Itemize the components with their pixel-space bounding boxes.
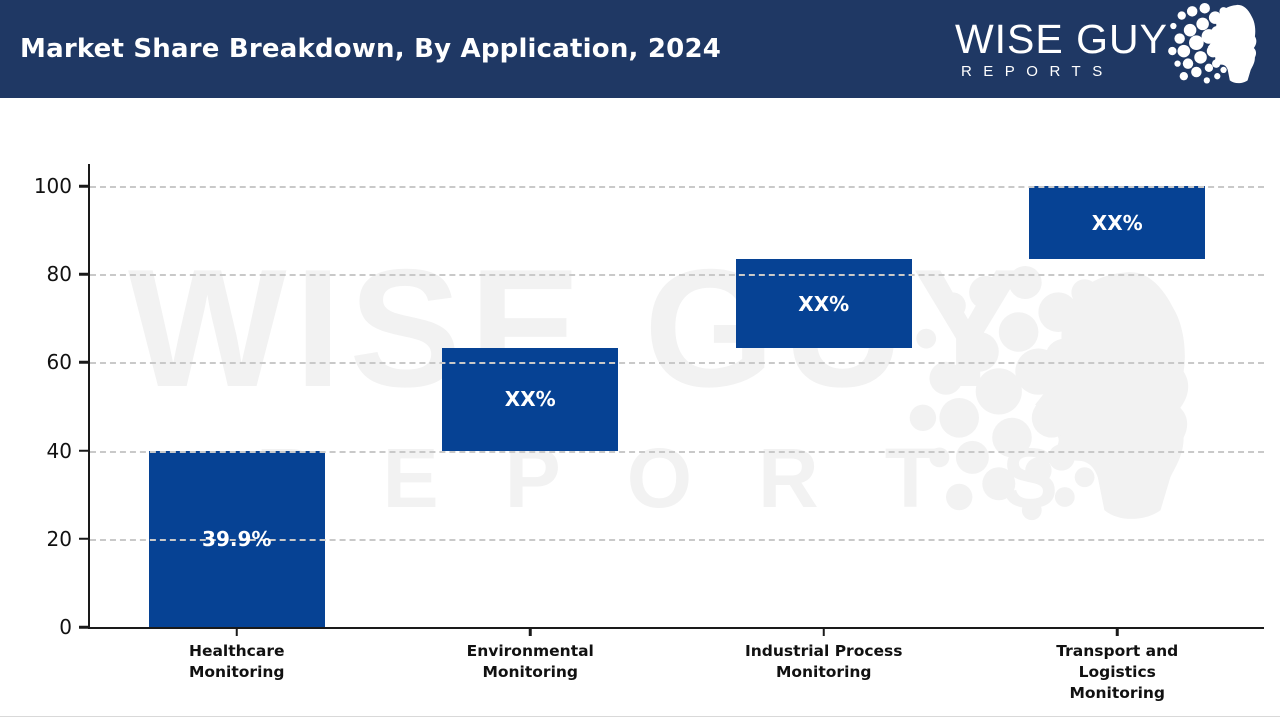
gridline-80 bbox=[90, 274, 1264, 277]
x-axis-tick-transport-and-logistics-monitoring bbox=[1116, 627, 1119, 636]
y-axis-tick-80 bbox=[79, 272, 88, 276]
x-axis-tick-industrial-process-monitoring bbox=[822, 627, 825, 636]
gridline-60 bbox=[90, 362, 1264, 365]
page-title: Market Share Breakdown, By Application, … bbox=[20, 34, 722, 64]
bar-industrial-process-monitoring bbox=[735, 259, 912, 348]
wise-guy-reports-logo: WISE GUY REPORTS bbox=[955, 3, 1270, 95]
chart-canvas: WISE GUY REPORTS 0 20 40 60 80 100 39.9% Health… bbox=[0, 98, 1280, 720]
logo-head-dots-icon bbox=[1168, 3, 1257, 84]
y-axis-tick-label-0: 0 bbox=[59, 615, 72, 639]
bar-transport-and-logistics-monitoring bbox=[1029, 186, 1206, 260]
y-axis-tick-label-60: 60 bbox=[46, 350, 72, 375]
x-axis-tick-environmental-monitoring bbox=[529, 627, 532, 636]
bar-value-label-industrial-process-monitoring: XX% bbox=[798, 291, 850, 316]
logo-text: WISE GUY REPORTS bbox=[954, 15, 1168, 80]
x-axis-label-healthcare-monitoring: Healthcare Monitoring bbox=[188, 642, 285, 681]
gridline-40 bbox=[90, 450, 1264, 453]
y-axis-tick-label-40: 40 bbox=[46, 438, 72, 463]
y-axis-tick-0 bbox=[79, 625, 88, 629]
y-axis-tick-label-100: 100 bbox=[33, 174, 72, 199]
logo-wordmark: WISE GUY bbox=[954, 15, 1168, 62]
x-axis-label-environmental-monitoring: Environmental Monitoring bbox=[466, 642, 594, 681]
y-axis-tick-60 bbox=[79, 361, 88, 364]
x-axis-label-industrial-process-monitoring: Industrial Process Monitoring bbox=[745, 642, 903, 681]
y-axis-tick-40 bbox=[79, 449, 88, 452]
y-axis-tick-20 bbox=[79, 537, 88, 541]
plot-area: 0 20 40 60 80 100 39.9% Healthcare Monitoring XX… bbox=[34, 164, 1264, 702]
bar-value-label-environmental-monitoring: XX% bbox=[504, 387, 556, 412]
gridline-100 bbox=[90, 186, 1264, 189]
y-axis-tick-100 bbox=[79, 184, 88, 188]
y-axis-tick-label-20: 20 bbox=[46, 526, 72, 551]
footer-divider bbox=[0, 715, 1280, 717]
bar-environmental-monitoring bbox=[442, 347, 619, 452]
gridline-20 bbox=[90, 538, 1264, 541]
y-axis-tick-label-80: 80 bbox=[46, 262, 72, 287]
x-axis-tick-healthcare-monitoring bbox=[235, 627, 238, 636]
bar-value-label-transport-and-logistics-monitoring: XX% bbox=[1091, 210, 1143, 235]
bar-value-label-healthcare-monitoring: 39.9% bbox=[202, 527, 272, 552]
watermark-subtitle: REPORTS bbox=[256, 431, 1125, 525]
logo-subtitle: REPORTS bbox=[960, 62, 1114, 80]
x-axis-label-transport-and-logistics-monitoring: Transport and Logistics Monitoring bbox=[1056, 642, 1179, 702]
header-bar: Market Share Breakdown, By Application, … bbox=[0, 0, 1280, 98]
